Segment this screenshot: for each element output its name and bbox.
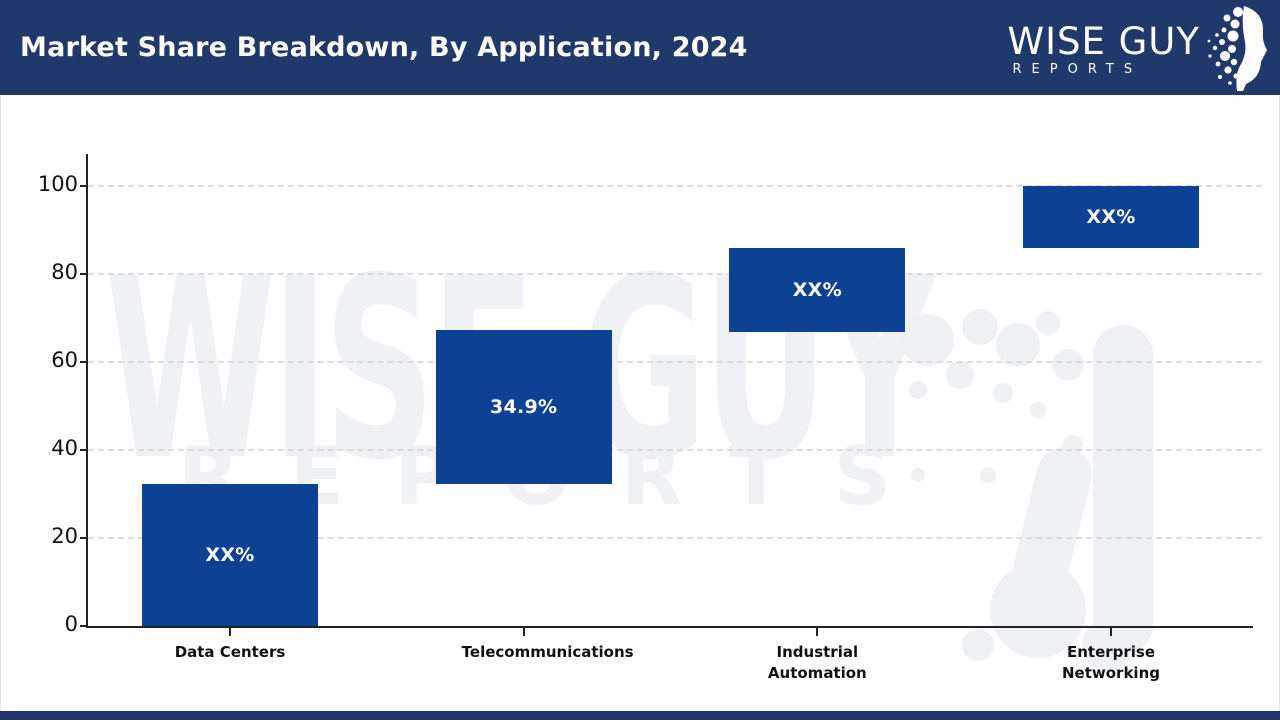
gridline-60 [88,361,1262,363]
x-category-label-telecommunications: Telecommunications [461,643,634,661]
bar-industrial-automation: XX% [729,248,906,332]
y-tick-mark-0 [80,625,88,627]
bar-data-centers: XX% [142,484,318,626]
y-axis-line [86,154,88,628]
bar-value-label: XX% [1086,206,1136,229]
brand-logo-text: WISE GUY REPORTS [1007,20,1200,77]
x-category-label-enterprise-networking: Enterprise Networking [1062,643,1160,682]
bar-value-label: XX% [205,544,255,567]
y-tick-mark-40 [80,449,88,451]
footer-bar [0,711,1280,720]
bar-value-label: 34.9% [489,396,558,419]
gridline-100 [88,185,1262,187]
brand-subtitle: REPORTS [1012,62,1143,77]
brand-logo: WISE GUY REPORTS [1008,0,1272,95]
y-tick-mark-20 [80,537,88,539]
y-tick-label-40: 40 [51,436,78,460]
bar-value-label: XX% [792,279,842,302]
x-tick-mark-data-centers [229,628,231,636]
x-tick-mark-industrial-automation [816,628,819,636]
report-header: Market Share Breakdown, By Application, … [0,0,1280,95]
x-category-label-data-centers: Data Centers [174,643,286,661]
y-tick-label-0: 0 [64,612,78,636]
bar-enterprise-networking: XX% [1023,186,1199,249]
brand-name: WISE GUY [1007,20,1200,63]
y-tick-label-20: 20 [51,524,78,548]
x-tick-mark-enterprise-networking [1110,628,1112,636]
x-tick-mark-telecommunications [522,628,525,636]
y-tick-mark-100 [80,185,88,187]
gridline-20 [88,537,1262,539]
brand-head-icon [1207,6,1267,91]
y-tick-label-100: 100 [37,172,78,196]
y-tick-label-60: 60 [51,348,78,372]
y-tick-mark-60 [80,361,88,363]
gridline-40 [88,449,1262,451]
gridline-80 [88,273,1262,275]
y-tick-mark-80 [80,273,88,275]
watermark-head-graphic [902,309,1153,671]
bar-telecommunications: 34.9% [435,330,612,484]
y-tick-label-80: 80 [51,260,78,284]
x-category-label-industrial-automation: Industrial Automation [767,643,867,682]
x-axis-line [86,626,1253,628]
page-title: Market Share Breakdown, By Application, … [20,32,748,63]
